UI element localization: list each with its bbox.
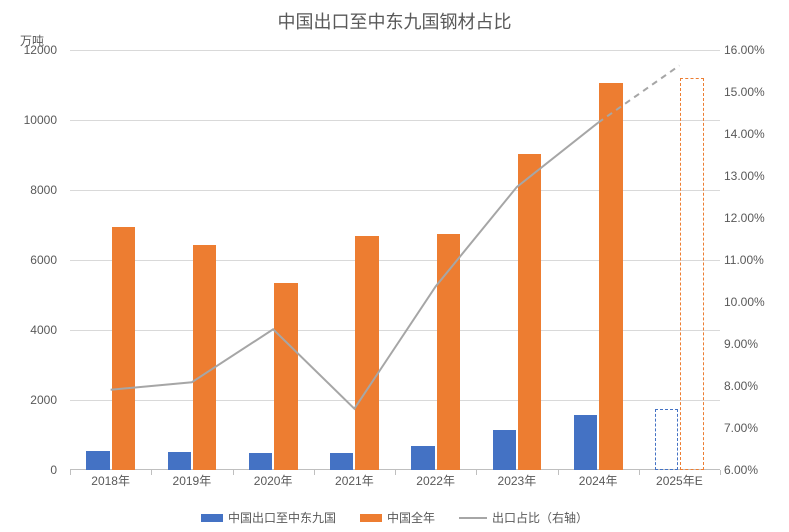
x-tick-label: 2023年 (498, 472, 537, 489)
y2-tick-label: 8.00% (724, 379, 758, 393)
y1-tick-label: 6000 (30, 253, 57, 267)
bar-series2 (518, 154, 541, 470)
gridline (70, 330, 720, 331)
y2-tick-label: 11.00% (724, 253, 764, 267)
y2-tick-label: 15.00% (724, 85, 765, 99)
bar-series2 (274, 283, 297, 470)
x-tick-label: 2020年 (254, 472, 293, 489)
y2-tick-label: 16.00% (724, 43, 765, 57)
x-tick (720, 470, 721, 475)
bar-series1 (86, 451, 109, 470)
x-tick-label: 2022年 (416, 472, 455, 489)
chart-title: 中国出口至中东九国钢材占比 (0, 8, 789, 34)
plot-area (70, 50, 720, 470)
y2-axis-labels: 6.00%7.00%8.00%9.00%10.00%11.00%12.00%13… (720, 50, 785, 470)
bar-series2 (355, 236, 378, 471)
bar-series1 (655, 409, 678, 470)
gridline (70, 50, 720, 51)
bar-series2 (599, 83, 622, 470)
bar-series1 (330, 453, 353, 471)
bar-series1 (249, 453, 272, 471)
bar-series2 (437, 234, 460, 470)
x-tick-label: 2019年 (173, 472, 212, 489)
y2-tick-label: 12.00% (724, 211, 765, 225)
x-tick-label: 2024年 (579, 472, 618, 489)
legend-swatch (201, 514, 223, 522)
gridline (70, 260, 720, 261)
y2-tick-label: 6.00% (724, 463, 758, 477)
bar-series1 (411, 446, 434, 471)
y1-axis-labels: 020004000600080001000012000 (0, 50, 65, 470)
bar-series2 (680, 78, 703, 470)
bar-series1 (493, 430, 516, 470)
chart-container: 中国出口至中东九国钢材占比 万吨 02000400060008000100001… (0, 0, 789, 532)
gridline (70, 190, 720, 191)
legend-label: 中国出口至中东九国 (228, 509, 336, 526)
bar-series1 (168, 452, 191, 470)
gridline (70, 400, 720, 401)
y1-tick-label: 4000 (30, 323, 57, 337)
legend-label: 出口占比（右轴） (492, 509, 588, 526)
y2-tick-label: 9.00% (724, 337, 758, 351)
legend-swatch (360, 514, 382, 522)
y1-tick-label: 2000 (30, 393, 57, 407)
bar-series1 (574, 415, 597, 470)
x-tick-label: 2021年 (335, 472, 374, 489)
bar-series2 (193, 245, 216, 470)
y1-tick-label: 12000 (24, 43, 57, 57)
bar-series2 (112, 227, 135, 470)
legend-swatch (459, 517, 487, 519)
x-axis-labels: 2018年 2019年 2020年 2021年 2022年 2023年 2024年 2025年… (70, 472, 720, 492)
legend: 中国出口至中东九国 中国全年 出口占比（右轴） (0, 509, 789, 526)
y2-tick-label: 10.00% (724, 295, 765, 309)
gridline (70, 120, 720, 121)
legend-label: 中国全年 (387, 509, 435, 526)
legend-item-bar1: 中国出口至中东九国 (201, 509, 336, 526)
legend-item-bar2: 中国全年 (360, 509, 435, 526)
x-tick-label: 2025年E (656, 472, 703, 489)
y2-tick-label: 7.00% (724, 421, 758, 435)
y1-tick-label: 0 (50, 463, 57, 477)
y1-tick-label: 10000 (24, 113, 57, 127)
y2-tick-label: 14.00% (724, 127, 765, 141)
y2-tick-label: 13.00% (724, 169, 765, 183)
x-tick-label: 2018年 (91, 472, 130, 489)
legend-item-line: 出口占比（右轴） (459, 509, 588, 526)
y1-tick-label: 8000 (30, 183, 57, 197)
